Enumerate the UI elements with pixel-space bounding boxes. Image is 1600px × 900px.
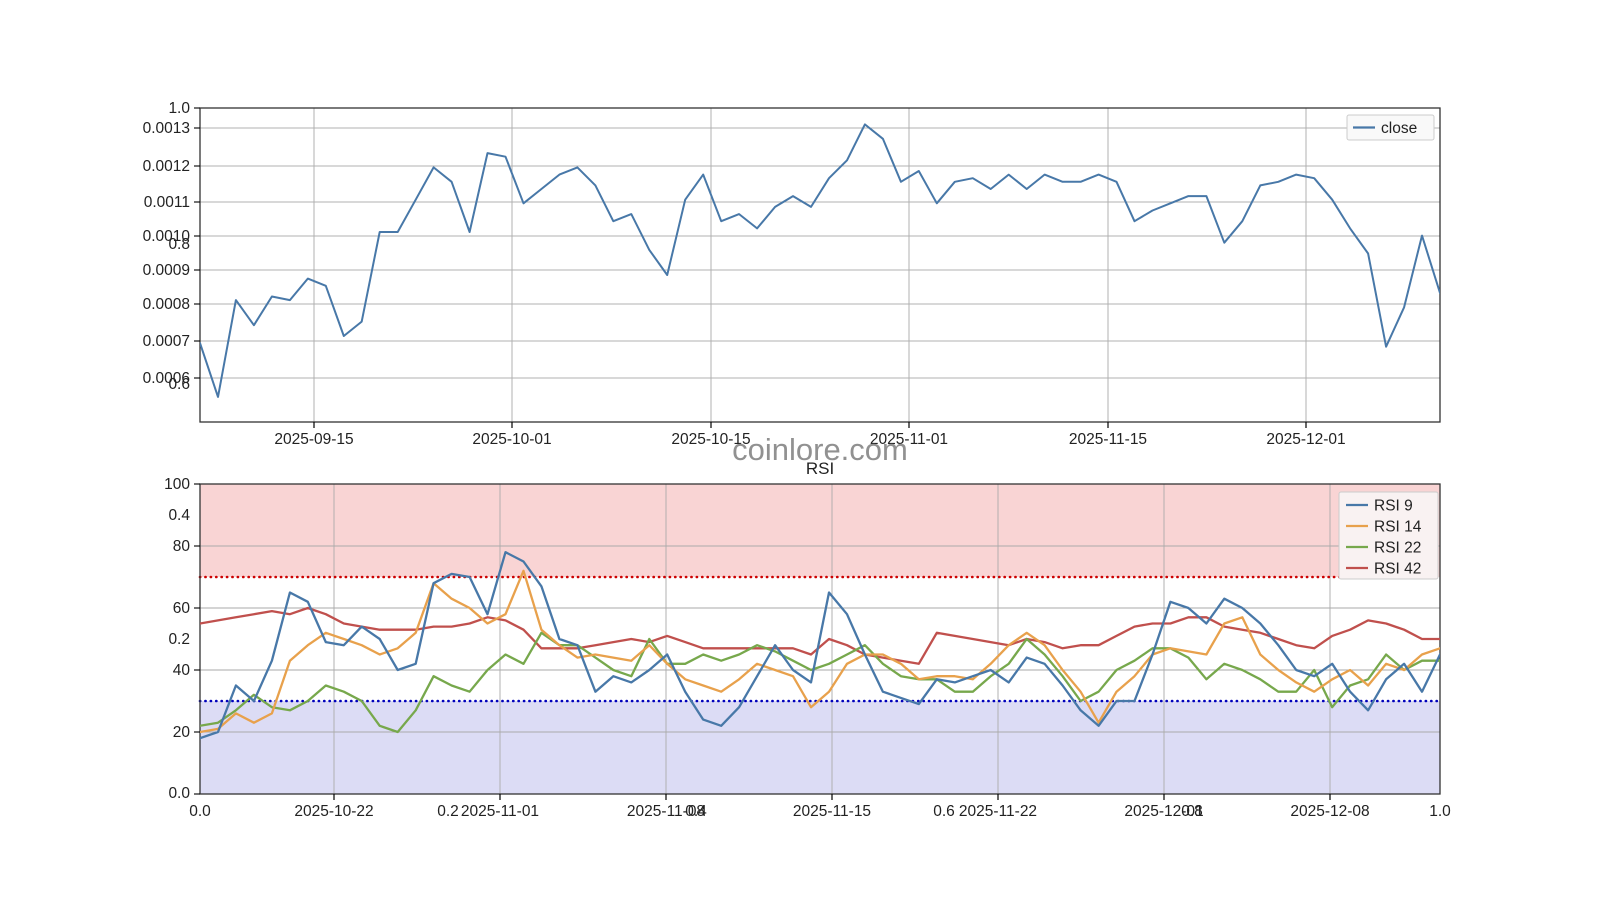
svg-text:RSI 42: RSI 42 [1374, 561, 1421, 578]
svg-text:100: 100 [164, 476, 190, 493]
svg-text:0.0007: 0.0007 [143, 333, 190, 350]
svg-text:20: 20 [173, 724, 191, 741]
svg-text:2025-09-15: 2025-09-15 [274, 431, 353, 448]
svg-text:0.8: 0.8 [168, 236, 190, 253]
svg-text:60: 60 [173, 600, 191, 617]
svg-text:1.0: 1.0 [1429, 803, 1451, 820]
svg-text:0.0: 0.0 [189, 803, 211, 820]
svg-text:2025-11-01: 2025-11-01 [461, 803, 539, 820]
svg-text:0.0013: 0.0013 [143, 120, 190, 137]
svg-text:close: close [1381, 120, 1417, 137]
svg-text:0.8: 0.8 [1181, 803, 1203, 820]
svg-text:2025-11-15: 2025-11-15 [1069, 431, 1147, 448]
svg-text:2025-10-01: 2025-10-01 [472, 431, 551, 448]
svg-text:0.6: 0.6 [933, 803, 955, 820]
svg-text:RSI 9: RSI 9 [1374, 498, 1413, 515]
svg-text:0.4: 0.4 [168, 507, 190, 524]
svg-text:0.0: 0.0 [168, 785, 190, 802]
svg-text:0.0008: 0.0008 [143, 296, 190, 313]
svg-text:2025-11-15: 2025-11-15 [793, 803, 871, 820]
svg-text:0.2: 0.2 [168, 631, 190, 648]
svg-text:2025-12-08: 2025-12-08 [1290, 803, 1369, 820]
svg-text:0.6: 0.6 [168, 376, 190, 393]
svg-text:RSI 22: RSI 22 [1374, 540, 1421, 557]
svg-text:RSI: RSI [806, 459, 834, 478]
svg-text:80: 80 [173, 538, 191, 555]
svg-text:2025-10-22: 2025-10-22 [294, 803, 373, 820]
svg-text:0.0011: 0.0011 [144, 194, 190, 211]
svg-text:0.0009: 0.0009 [143, 262, 190, 279]
svg-text:0.4: 0.4 [685, 803, 707, 820]
svg-text:2025-11-22: 2025-11-22 [959, 803, 1037, 820]
svg-text:2025-12-01: 2025-12-01 [1266, 431, 1345, 448]
svg-text:RSI 14: RSI 14 [1374, 519, 1422, 536]
svg-text:1.0: 1.0 [168, 100, 190, 117]
svg-text:0.0012: 0.0012 [143, 158, 190, 175]
svg-text:0.2: 0.2 [437, 803, 459, 820]
svg-text:40: 40 [173, 662, 191, 679]
